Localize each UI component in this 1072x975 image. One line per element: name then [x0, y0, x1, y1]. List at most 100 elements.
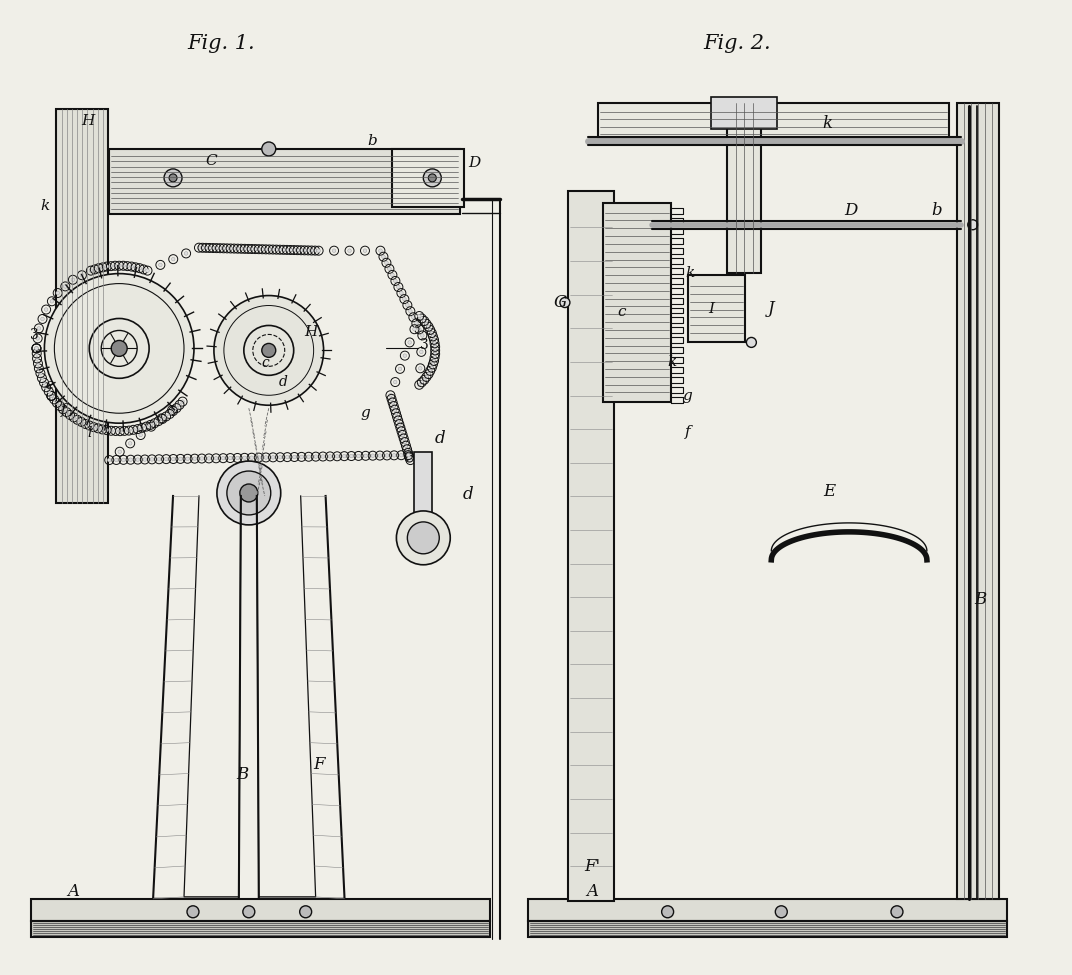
Circle shape — [142, 267, 146, 271]
Circle shape — [149, 423, 152, 427]
Text: c: c — [262, 356, 270, 370]
Circle shape — [429, 370, 432, 372]
Circle shape — [293, 455, 296, 459]
Circle shape — [109, 429, 113, 433]
Circle shape — [56, 292, 59, 294]
Circle shape — [208, 246, 211, 250]
Circle shape — [393, 380, 397, 384]
Circle shape — [403, 354, 406, 358]
Text: d: d — [435, 430, 446, 447]
Circle shape — [420, 333, 425, 337]
Circle shape — [393, 279, 398, 283]
Text: b: b — [368, 134, 377, 148]
Bar — [602, 203, 671, 403]
Text: H: H — [81, 114, 95, 128]
Circle shape — [121, 264, 125, 267]
Circle shape — [302, 249, 307, 253]
Circle shape — [217, 461, 281, 525]
Circle shape — [406, 451, 410, 454]
Circle shape — [385, 453, 389, 457]
Circle shape — [429, 174, 436, 182]
Circle shape — [400, 429, 403, 433]
Bar — [687, 275, 745, 342]
Circle shape — [401, 433, 404, 437]
Circle shape — [105, 265, 108, 268]
Circle shape — [390, 273, 394, 277]
Circle shape — [239, 247, 243, 251]
Circle shape — [400, 453, 403, 457]
Circle shape — [114, 264, 117, 267]
Circle shape — [145, 425, 148, 428]
Circle shape — [433, 345, 437, 349]
Circle shape — [164, 169, 182, 187]
Circle shape — [41, 317, 44, 321]
Circle shape — [400, 292, 403, 294]
Text: D: D — [468, 156, 480, 170]
Bar — [568, 191, 614, 901]
Circle shape — [49, 394, 54, 398]
Bar — [57, 109, 108, 503]
Text: H: H — [304, 326, 317, 339]
Circle shape — [393, 408, 397, 411]
Text: f: f — [685, 425, 690, 439]
Circle shape — [53, 398, 56, 401]
Circle shape — [257, 248, 260, 251]
Text: 3: 3 — [420, 338, 429, 352]
Circle shape — [161, 417, 164, 421]
Circle shape — [427, 372, 430, 375]
Circle shape — [398, 422, 401, 426]
Circle shape — [423, 169, 442, 187]
Text: E: E — [823, 484, 835, 500]
Circle shape — [35, 336, 40, 340]
Circle shape — [125, 264, 130, 268]
Circle shape — [407, 454, 411, 458]
Circle shape — [122, 429, 126, 433]
Circle shape — [342, 454, 346, 458]
Circle shape — [307, 455, 311, 458]
Bar — [528, 920, 1007, 937]
Circle shape — [236, 247, 239, 251]
Circle shape — [332, 249, 336, 253]
Circle shape — [61, 408, 65, 411]
Circle shape — [149, 425, 153, 428]
Circle shape — [63, 285, 68, 289]
Text: g: g — [360, 407, 370, 420]
Circle shape — [44, 274, 194, 423]
Circle shape — [101, 428, 104, 431]
Circle shape — [363, 249, 367, 253]
Circle shape — [200, 246, 205, 250]
Circle shape — [159, 263, 162, 267]
Circle shape — [118, 449, 121, 453]
Circle shape — [250, 248, 254, 251]
Circle shape — [399, 426, 402, 429]
Text: b: b — [932, 202, 942, 219]
Circle shape — [236, 456, 239, 460]
Circle shape — [134, 265, 137, 269]
Circle shape — [262, 142, 276, 156]
Circle shape — [271, 248, 274, 252]
Text: C: C — [205, 154, 217, 168]
Circle shape — [115, 458, 118, 462]
Bar — [31, 899, 490, 920]
Circle shape — [278, 248, 282, 252]
Circle shape — [114, 429, 117, 433]
Circle shape — [388, 267, 391, 271]
Circle shape — [140, 426, 144, 430]
Circle shape — [405, 448, 408, 451]
Circle shape — [403, 297, 406, 301]
Circle shape — [300, 906, 312, 917]
Circle shape — [392, 405, 396, 408]
Circle shape — [172, 457, 175, 461]
Circle shape — [139, 433, 143, 437]
Circle shape — [129, 442, 132, 446]
Circle shape — [425, 375, 428, 378]
Text: I: I — [709, 301, 715, 316]
Circle shape — [172, 410, 175, 412]
Circle shape — [285, 248, 288, 252]
Bar — [392, 149, 464, 207]
Circle shape — [262, 343, 276, 358]
Circle shape — [34, 346, 39, 350]
Circle shape — [307, 249, 310, 253]
Circle shape — [430, 332, 433, 334]
Circle shape — [157, 419, 161, 423]
